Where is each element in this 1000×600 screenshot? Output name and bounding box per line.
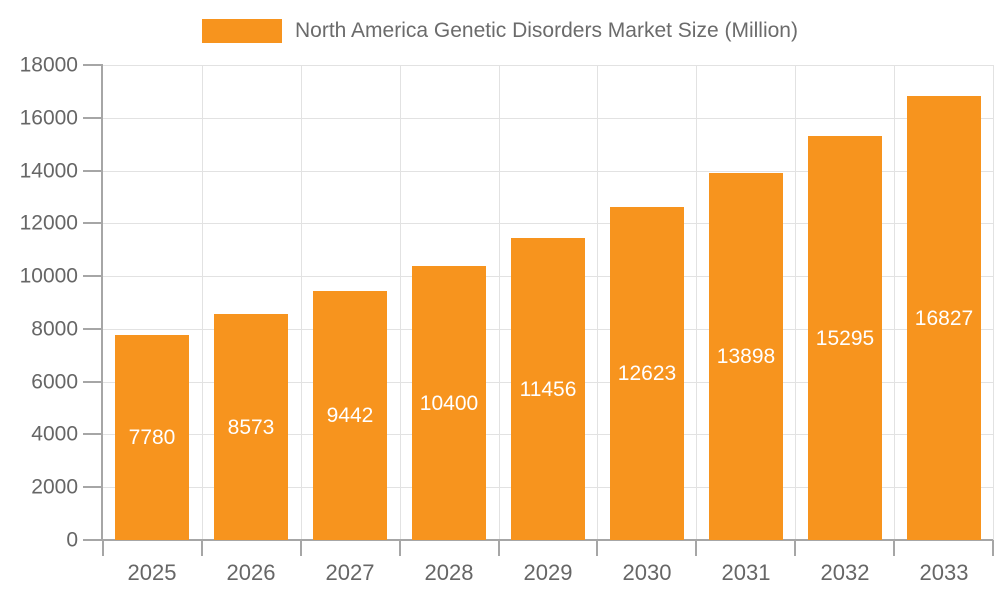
y-axis-tick [83,433,103,435]
y-axis-tick [83,328,103,330]
x-axis-line [101,539,993,541]
x-axis-tick [794,540,796,556]
bar[interactable]: 7780 [115,335,189,540]
x-axis-tick [596,540,598,556]
x-axis-tick [201,540,203,556]
legend[interactable]: North America Genetic Disorders Market S… [0,19,1000,43]
y-axis-tick [83,486,103,488]
y-gridline [103,118,993,119]
x-gridline [301,65,302,540]
x-axis-label: 2026 [226,560,276,585]
x-gridline [795,65,796,540]
bar[interactable]: 15295 [808,136,882,540]
y-axis-label: 12000 [19,211,78,235]
x-axis-label: 2030 [622,560,672,585]
bar-value-label: 10400 [419,391,479,415]
y-axis-tick [83,170,103,172]
y-axis-line [101,65,103,540]
x-gridline [696,65,697,540]
bar[interactable]: 8573 [214,314,288,540]
x-axis-label: 2029 [523,560,573,585]
y-axis-label: 16000 [19,106,78,130]
y-axis-tick [83,117,103,119]
bar-value-label: 16827 [914,306,974,330]
x-gridline [499,65,500,540]
y-axis-tick [83,64,103,66]
x-axis-tick [300,540,302,556]
x-gridline [597,65,598,540]
bar[interactable]: 9442 [313,291,387,540]
bar[interactable]: 16827 [907,96,981,540]
y-axis-label: 8000 [31,317,78,341]
x-gridline [400,65,401,540]
x-gridline [894,65,895,540]
x-axis-label: 2027 [325,560,375,585]
y-axis-tick [83,275,103,277]
bar-value-label: 15295 [815,326,875,350]
y-axis-label: 2000 [31,475,78,499]
bar[interactable]: 12623 [610,207,684,540]
x-axis-label: 2033 [919,560,969,585]
x-axis-label: 2032 [820,560,870,585]
x-gridline [202,65,203,540]
y-axis-tick [83,381,103,383]
y-axis-label: 0 [66,528,78,552]
legend-swatch [202,19,282,43]
y-axis-label: 10000 [19,264,78,288]
y-axis-tick [83,539,103,541]
x-axis-tick [695,540,697,556]
bar-value-label: 11456 [519,377,577,401]
legend-label: North America Genetic Disorders Market S… [295,19,798,42]
bar[interactable]: 10400 [412,266,486,540]
x-axis-label: 2031 [721,560,771,585]
bar-value-label: 9442 [326,404,374,427]
y-gridline [103,171,993,172]
x-axis-tick [102,540,104,556]
y-axis-label: 18000 [19,53,78,77]
y-axis-label: 6000 [31,370,78,394]
y-gridline [103,65,993,66]
x-axis-label: 2025 [127,560,177,585]
y-axis-tick [83,222,103,224]
y-gridline [103,223,993,224]
bar-value-label: 8573 [227,415,275,439]
x-axis-tick [399,540,401,556]
x-axis-tick [498,540,500,556]
bar-value-label: 13898 [716,345,776,368]
y-axis-label: 14000 [19,159,78,183]
bar-value-label: 12623 [617,362,677,385]
x-axis-tick [992,540,994,556]
bar[interactable]: 11456 [511,238,585,540]
x-gridline [993,65,994,540]
bar[interactable]: 13898 [709,173,783,540]
y-axis-label: 4000 [31,422,78,446]
bar-value-label: 7780 [128,426,176,449]
x-axis-label: 2028 [424,560,474,585]
x-axis-tick [893,540,895,556]
